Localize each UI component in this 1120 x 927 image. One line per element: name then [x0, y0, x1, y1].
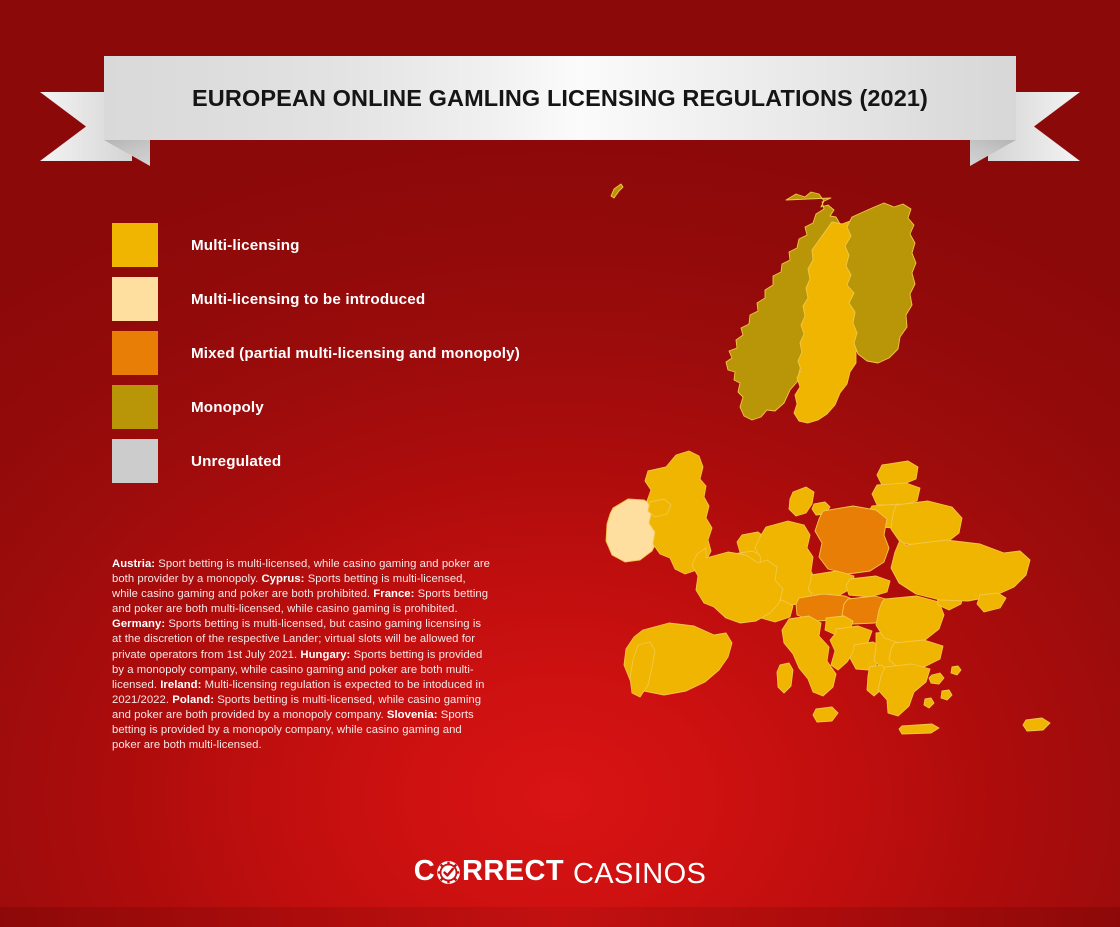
legend-item-to-be-introduced: Multi-licensing to be introduced [112, 272, 572, 326]
legend-label: Multi-licensing [191, 236, 300, 254]
country-italy [781, 615, 837, 697]
brand-name-bold: C RRECT [414, 855, 564, 893]
legend: Multi-licensing Multi-licensing to be in… [112, 218, 572, 488]
country-ukraine [890, 539, 1031, 602]
note-country-name: Hungary: [300, 648, 351, 661]
country-portugal [629, 641, 656, 698]
legend-label: Monopoly [191, 398, 264, 416]
brand-name-light: CASINOS [572, 857, 707, 890]
legend-item-multi-licensing: Multi-licensing [112, 218, 572, 272]
note-country-name: Poland: [172, 693, 215, 706]
brand-letters-rrect: RRECT [462, 855, 564, 887]
country-croatia [829, 625, 873, 671]
country-greece [877, 663, 931, 717]
legend-label: Unregulated [191, 452, 282, 470]
legend-item-unregulated: Unregulated [112, 434, 572, 488]
legend-label: Multi-licensing to be introduced [191, 290, 426, 308]
country-sardinia [776, 662, 794, 694]
country-denmark [788, 486, 815, 517]
legend-item-monopoly: Monopoly [112, 380, 572, 434]
note-country-name: Ireland: [160, 678, 202, 691]
country-iceland [610, 183, 624, 199]
background-bottom-strip [0, 907, 1120, 927]
country-latvia [871, 482, 921, 506]
legend-swatch [112, 331, 158, 375]
country-sicily [812, 706, 839, 723]
banner-plate: EUROPEAN ONLINE GAMLING LICENSING REGULA… [104, 56, 1016, 140]
brand-letter-c: C [413, 855, 436, 887]
poker-chip-check-icon [436, 860, 461, 893]
europe-map [580, 175, 1080, 765]
country-notes: Austria: Sport betting is multi-licensed… [112, 558, 490, 752]
country-belarus [890, 500, 963, 548]
title-banner: EUROPEAN ONLINE GAMLING LICENSING REGULA… [0, 28, 1120, 166]
country-northern-ireland [647, 498, 672, 518]
note-country-name: France: [373, 588, 415, 601]
legend-swatch [112, 439, 158, 483]
legend-swatch [112, 385, 158, 429]
country-poland [814, 505, 890, 575]
legend-label: Mixed (partial multi-licensing and monop… [191, 344, 520, 362]
country-cyprus [1022, 717, 1051, 732]
country-greek-islands [923, 665, 962, 709]
note-country-name: Cyprus: [261, 573, 305, 586]
note-country-name: Austria: [112, 558, 156, 570]
country-estonia [876, 460, 919, 486]
country-crete [898, 723, 940, 735]
country-slovakia [845, 575, 891, 598]
legend-swatch [112, 223, 158, 267]
country-ireland [605, 498, 662, 563]
legend-swatch [112, 277, 158, 321]
brand-logo[interactable]: C RRECT CASINOS [0, 855, 1120, 893]
note-country-name: Slovenia: [386, 708, 438, 721]
page-title: EUROPEAN ONLINE GAMLING LICENSING REGULA… [192, 84, 928, 111]
note-country-name: Germany: [112, 618, 166, 631]
country-finland [844, 202, 917, 364]
country-crimea [976, 592, 1007, 613]
legend-item-mixed: Mixed (partial multi-licensing and monop… [112, 326, 572, 380]
country-romania [875, 595, 945, 645]
country-france [691, 547, 784, 624]
country-spain [623, 622, 733, 696]
